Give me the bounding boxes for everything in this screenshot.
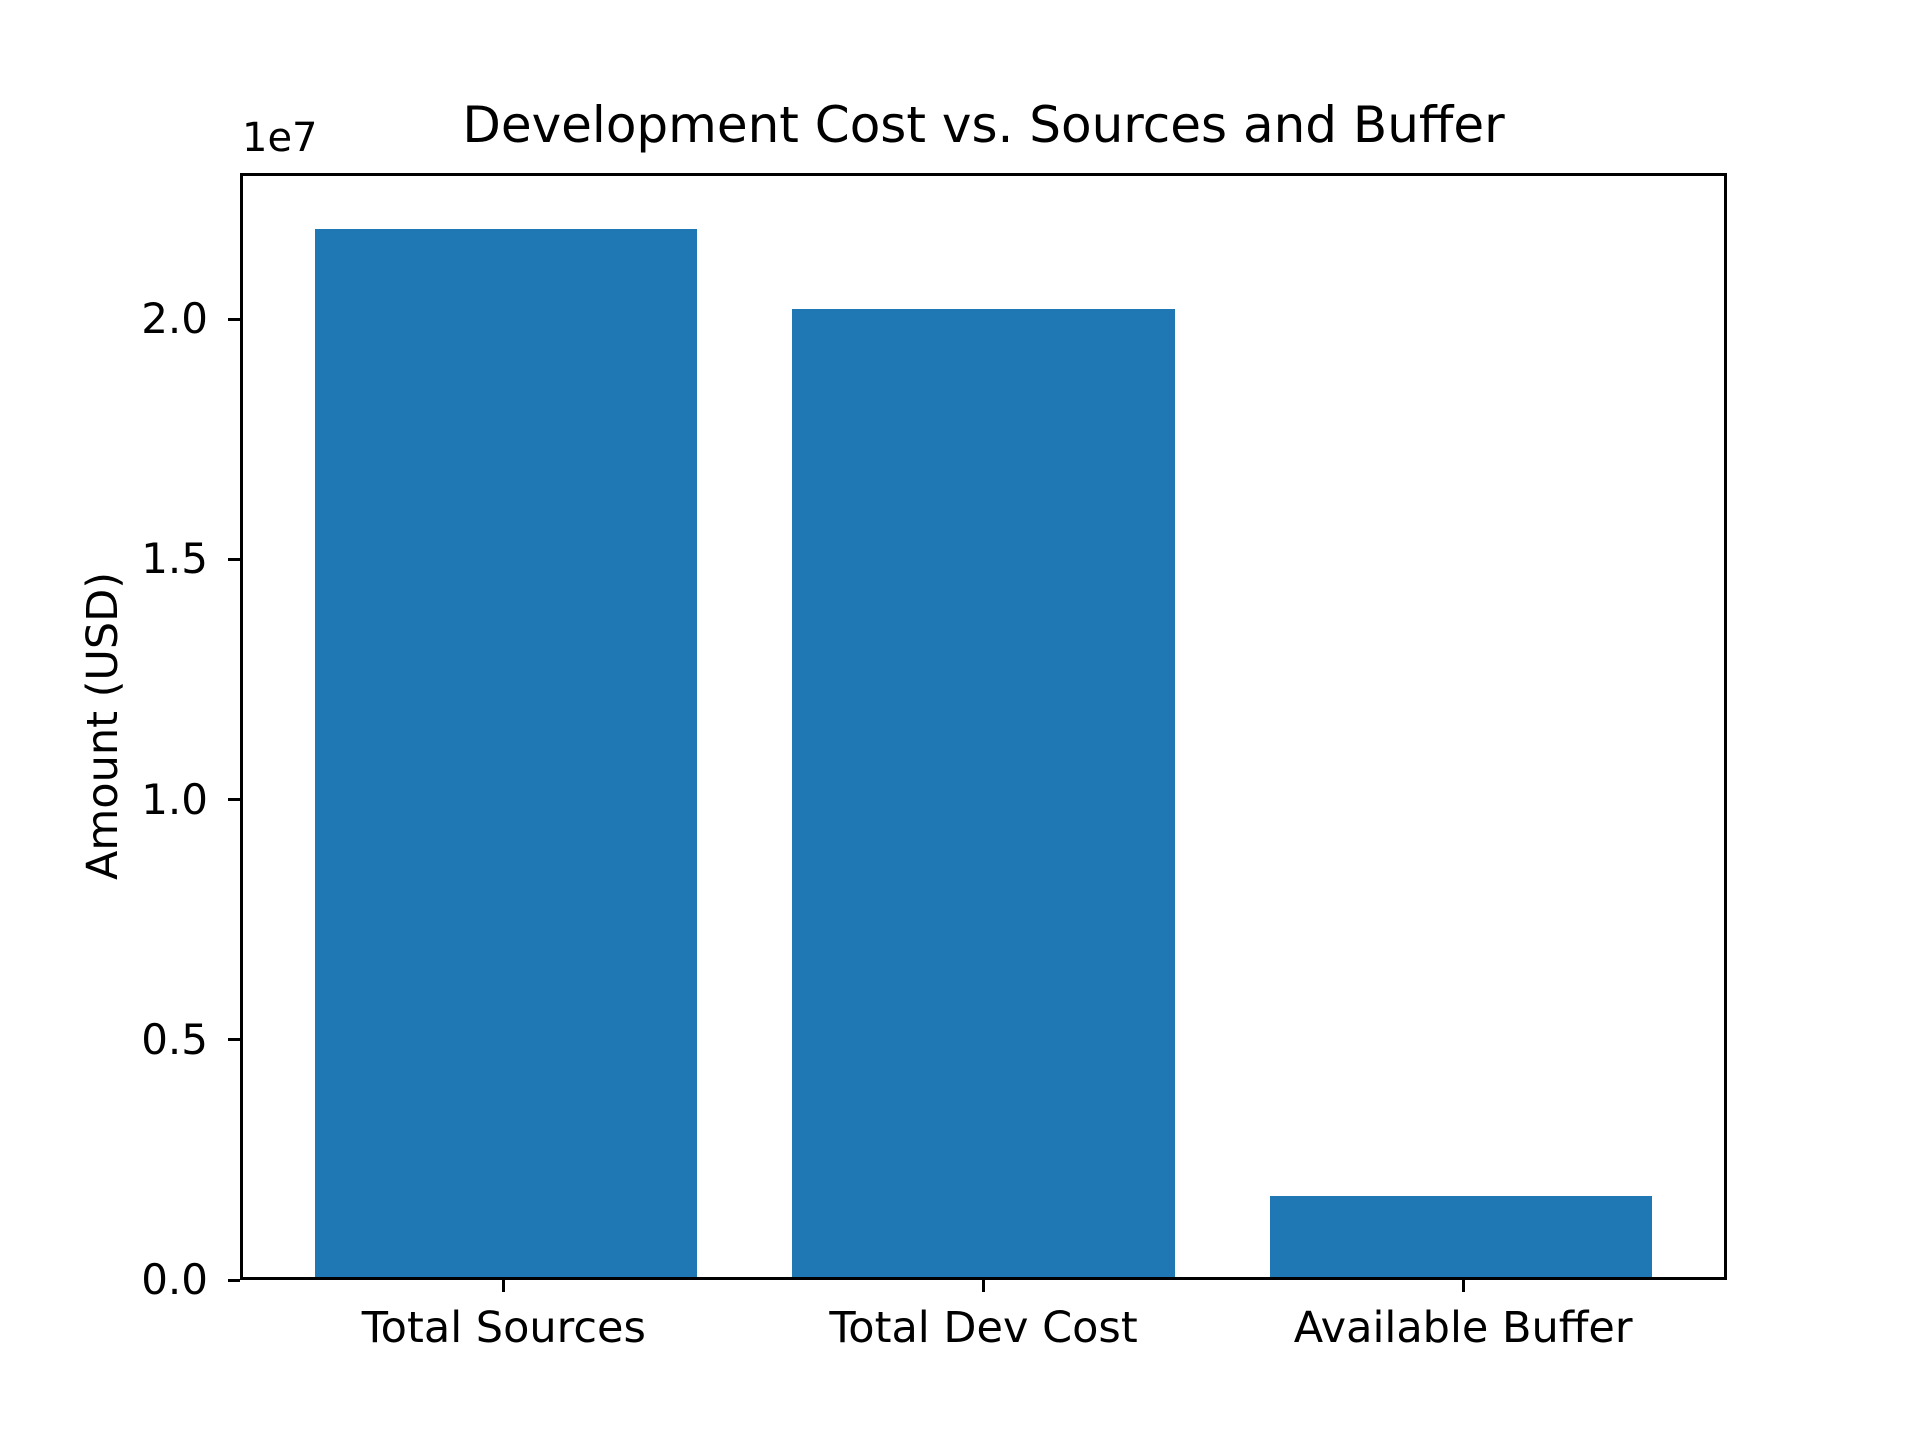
bar-total-sources bbox=[314, 228, 697, 1277]
y-tick-label: 2.0 bbox=[141, 294, 208, 344]
bar-available-buffer bbox=[1270, 1196, 1653, 1277]
y-axis-label: Amount (USD) bbox=[78, 571, 128, 881]
y-tick-mark bbox=[228, 1038, 240, 1042]
y-tick-label: 0.5 bbox=[141, 1014, 208, 1064]
y-tick-label: 1.0 bbox=[141, 774, 208, 824]
x-tick-mark bbox=[982, 1280, 985, 1292]
x-tick-mark bbox=[1461, 1280, 1465, 1292]
x-tick-mark bbox=[502, 1280, 506, 1292]
plot-area bbox=[240, 173, 1727, 1280]
y-tick-mark bbox=[228, 557, 240, 561]
y-tick-mark bbox=[228, 798, 240, 802]
y-tick-mark bbox=[228, 1278, 240, 1282]
x-tick-label-available-buffer: Available Buffer bbox=[1293, 1303, 1633, 1353]
chart-title: Development Cost vs. Sources and Buffer bbox=[462, 96, 1505, 154]
y-axis-offset-text: 1e7 bbox=[242, 115, 318, 161]
bar-total-dev-cost bbox=[792, 309, 1175, 1277]
x-tick-label-total-sources: Total Sources bbox=[361, 1303, 646, 1353]
y-tick-label: 0.0 bbox=[141, 1255, 208, 1304]
x-tick-label-total-dev-cost: Total Dev Cost bbox=[829, 1303, 1138, 1353]
y-tick-mark bbox=[228, 317, 240, 321]
y-tick-label: 1.5 bbox=[141, 534, 208, 584]
